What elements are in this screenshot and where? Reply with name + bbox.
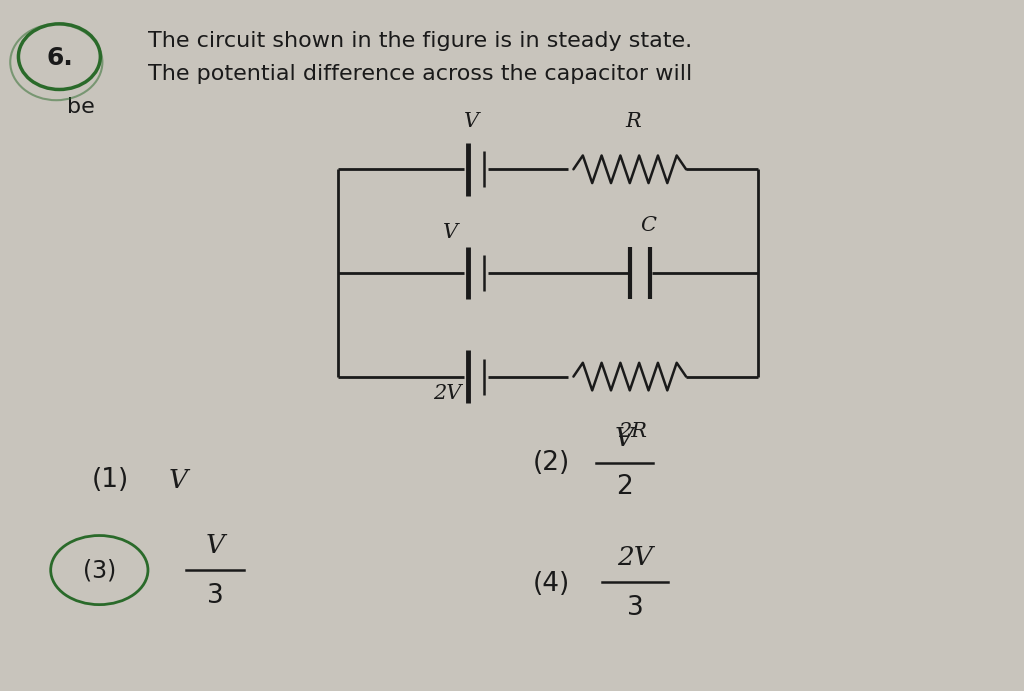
Text: V: V bbox=[443, 223, 458, 242]
Text: 3: 3 bbox=[207, 583, 223, 609]
Text: (2): (2) bbox=[532, 450, 569, 476]
Text: V: V bbox=[615, 426, 634, 451]
Text: 3: 3 bbox=[627, 595, 643, 621]
Text: 2R: 2R bbox=[618, 422, 647, 440]
Text: 6.: 6. bbox=[46, 46, 73, 70]
Text: 2V: 2V bbox=[617, 545, 652, 570]
Text: 2V: 2V bbox=[433, 384, 462, 402]
Text: V: V bbox=[206, 533, 224, 558]
Text: 2: 2 bbox=[616, 474, 633, 500]
Text: The circuit shown in the figure is in steady state.: The circuit shown in the figure is in st… bbox=[148, 32, 692, 51]
Text: (1): (1) bbox=[92, 467, 129, 493]
Text: C: C bbox=[640, 216, 656, 235]
Text: be: be bbox=[67, 97, 94, 117]
Text: (4): (4) bbox=[532, 571, 569, 597]
Text: The potential difference across the capacitor will: The potential difference across the capa… bbox=[148, 64, 692, 84]
Text: V: V bbox=[464, 113, 478, 131]
Text: R: R bbox=[625, 113, 641, 131]
Text: V: V bbox=[169, 468, 188, 493]
Text: (3): (3) bbox=[83, 558, 116, 582]
